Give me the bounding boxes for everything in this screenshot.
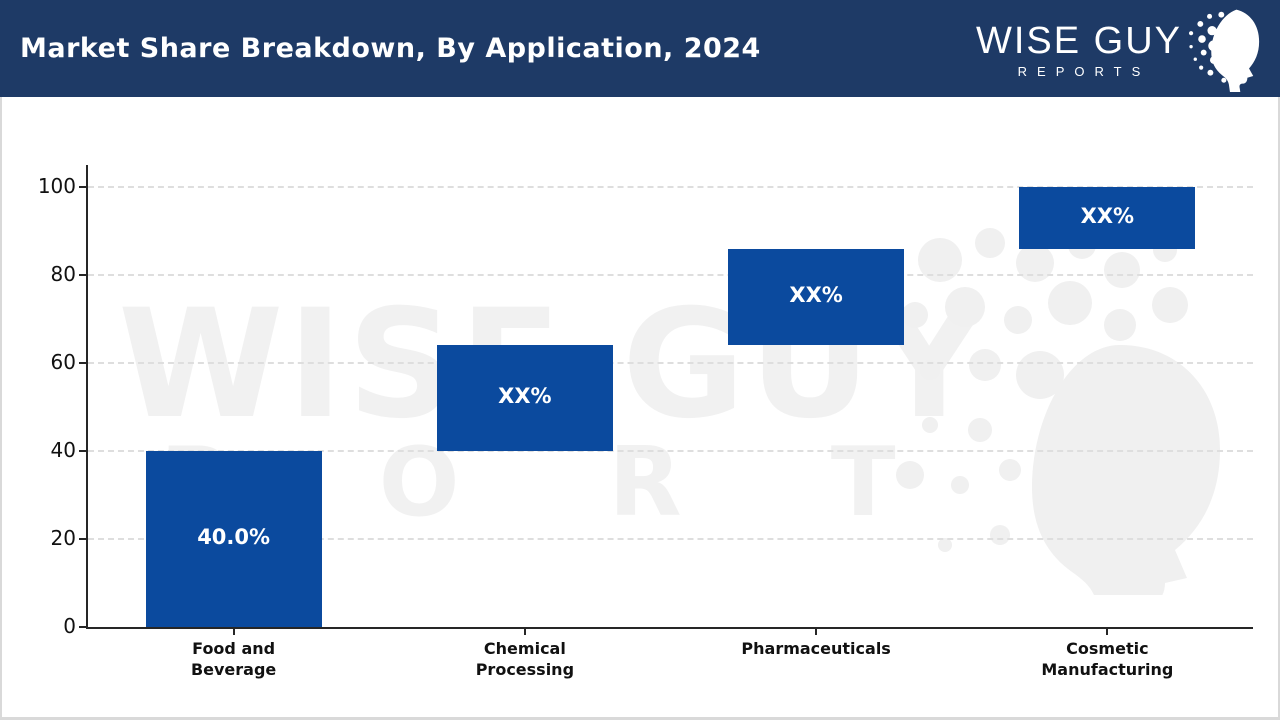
- bar-food-and-beverage[interactable]: 40.0%: [145, 451, 322, 627]
- x-axis-tick: [1106, 627, 1109, 635]
- bar-value-label: XX%: [1080, 203, 1135, 228]
- y-tick-label: 40: [50, 438, 76, 462]
- header-bar: Market Share Breakdown, By Application, …: [0, 0, 1280, 97]
- y-tick-label: 0: [63, 614, 76, 638]
- x-axis-tick: [232, 627, 235, 635]
- y-tick-label: 20: [50, 526, 76, 550]
- x-axis-tick: [523, 627, 526, 635]
- y-tick-label: 60: [50, 350, 76, 374]
- y-axis-tick: [79, 362, 87, 364]
- y-axis-tick: [79, 186, 87, 188]
- y-axis-tick: [79, 626, 87, 628]
- logo-wordmark: WISE GUY REPORTS: [975, 20, 1182, 79]
- bar-value-label: XX%: [789, 282, 843, 307]
- y-gridline-60: [88, 362, 1253, 364]
- y-axis-line: [86, 165, 88, 629]
- x-category-label: Food and Beverage: [190, 639, 277, 679]
- y-tick-label: 100: [37, 174, 76, 198]
- logo-head-icon: [1188, 9, 1260, 92]
- bar-chemical-processing[interactable]: XX%: [436, 345, 613, 451]
- x-axis-line: [86, 627, 1253, 629]
- bar-pharmaceuticals[interactable]: XX%: [728, 248, 905, 346]
- bar-value-label: XX%: [498, 384, 552, 409]
- x-category-label: Chemical Processing: [475, 639, 575, 679]
- x-category-label: Pharmaceuticals: [741, 639, 891, 658]
- x-category-label: Cosmetic Manufacturing: [1041, 639, 1174, 679]
- logo-wordmark-line1: WISE GUY: [975, 20, 1182, 63]
- y-gridline-20: [88, 538, 1253, 540]
- y-axis-tick: [79, 450, 87, 452]
- watermark-head-dots-icon: [896, 228, 1220, 595]
- page-title: Market Share Breakdown, By Application, …: [20, 33, 761, 64]
- y-gridline-40: [88, 450, 1253, 452]
- x-axis-tick: [815, 627, 818, 635]
- bar-value-label: 40.0%: [197, 525, 271, 549]
- y-tick-label: 80: [50, 262, 76, 286]
- bar-cosmetic-manufacturing[interactable]: XX%: [1019, 187, 1196, 249]
- y-gridline-80: [88, 274, 1253, 276]
- wise-guy-reports-logo: WISE GUY REPORTS: [976, 8, 1262, 92]
- y-axis-tick: [79, 274, 87, 276]
- y-gridline-100: [88, 186, 1253, 188]
- logo-wordmark-line2: REPORTS: [1017, 63, 1151, 79]
- y-axis-tick: [79, 538, 87, 540]
